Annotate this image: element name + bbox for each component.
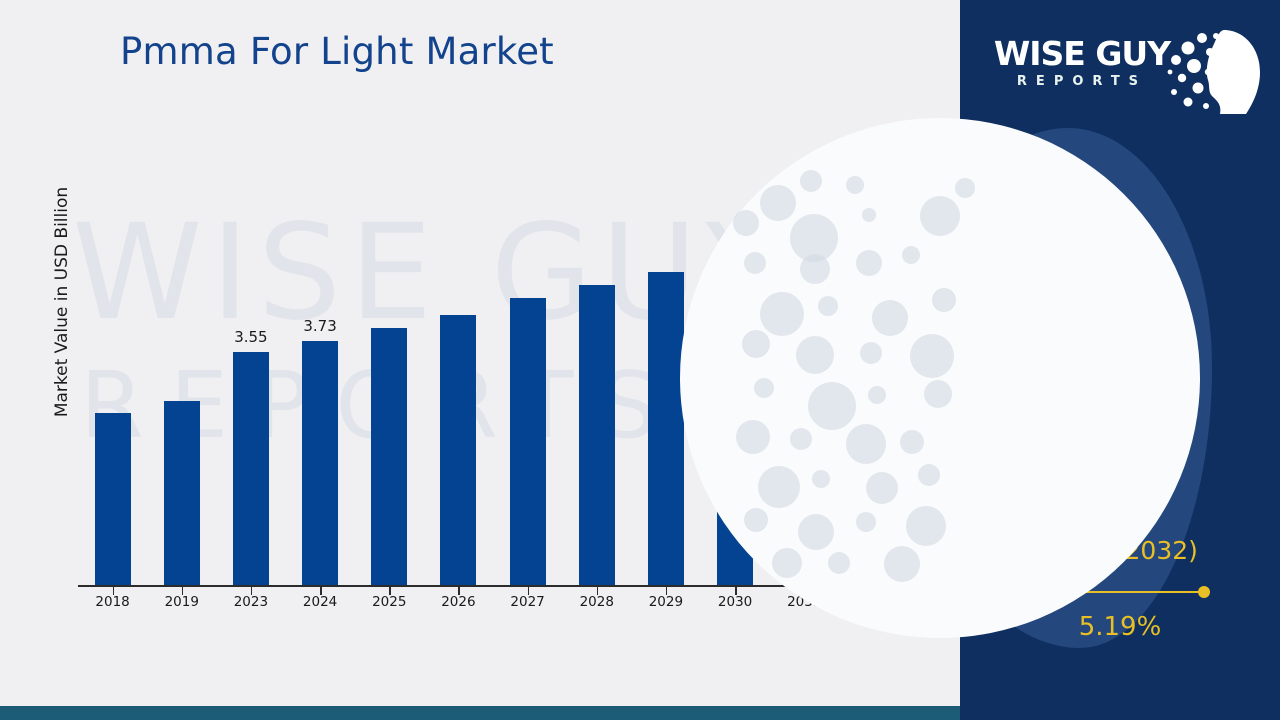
- bar-column: [147, 120, 216, 585]
- bar-column: [701, 120, 770, 585]
- y-axis-label: Market Value in USD Billion: [52, 186, 72, 418]
- x-axis-tick: [112, 586, 115, 595]
- bar: [440, 315, 477, 585]
- x-axis-tick-label: 2023: [233, 594, 269, 610]
- brand-panel: WISE GUY REPORTS: [960, 0, 1280, 720]
- x-axis-tick-label: 2032: [856, 594, 891, 610]
- bar-column: 5.6: [839, 120, 908, 585]
- chart-panel: WISE GUY REPORTS Pmma For Light Market M…: [0, 30, 960, 720]
- x-axis-tick-label: 2025: [372, 594, 407, 610]
- bar-value-label: 5.6: [861, 194, 886, 213]
- x-axis-tick-label: 2024: [302, 594, 338, 610]
- cagr-value: 5.19%: [1078, 612, 1162, 642]
- x-axis-tick-label: 2018: [95, 594, 130, 610]
- bar: [232, 352, 269, 585]
- bar-column: 3.55: [216, 120, 285, 585]
- footer-accent-strip: [0, 706, 960, 720]
- bar-column: [562, 120, 631, 585]
- bar-column: [493, 120, 562, 585]
- cagr-divider-line: [1036, 591, 1204, 593]
- x-axis-tick: [527, 586, 530, 595]
- x-axis-tick: [250, 586, 253, 595]
- x-axis-tick-label: 2019: [164, 594, 199, 610]
- bar: [163, 400, 200, 585]
- bar: [302, 340, 339, 585]
- x-axis-tick: [320, 586, 322, 595]
- cagr-divider: [1030, 586, 1210, 598]
- bar: [509, 298, 546, 585]
- bar: [786, 237, 823, 585]
- bar-column: [424, 120, 493, 585]
- x-axis-tick: [458, 586, 460, 595]
- x-axis-tick: [181, 586, 184, 595]
- x-axis-tick-label: 2026: [441, 594, 476, 610]
- x-axis-tick-label: 2029: [648, 594, 684, 610]
- bar-column: [78, 120, 147, 585]
- bar: [717, 254, 754, 585]
- cagr-divider-dot-right: [1198, 586, 1210, 598]
- x-axis-tick: [389, 586, 391, 595]
- x-axis-tick-label: 2031: [787, 594, 822, 610]
- x-axis-tick: [665, 586, 668, 595]
- x-axis-tick-label: 2027: [510, 594, 545, 610]
- bar: [94, 413, 131, 585]
- bar-column: [355, 120, 424, 585]
- bar: [647, 271, 684, 585]
- head-profile-dots-icon: [1167, 30, 1260, 114]
- x-axis-line: [78, 585, 908, 587]
- bar: [371, 328, 408, 585]
- brand-panel-bg: WISE GUY REPORTS: [960, 0, 1280, 720]
- plot-area: 3.55 3.73 5.6: [78, 120, 908, 586]
- bar-series: 3.55 3.73 5.6: [78, 120, 908, 585]
- logo-subtitle: REPORTS: [1016, 74, 1148, 89]
- bar-column: [631, 120, 700, 585]
- bar: [855, 218, 892, 585]
- cagr-label: CAGR: [1084, 502, 1156, 531]
- bar: [578, 285, 615, 585]
- x-axis-tick-label: 2028: [579, 594, 614, 610]
- bar-value-label: 3.55: [234, 328, 268, 347]
- page-title: Pmma For Light Market: [120, 30, 554, 73]
- x-axis-tick-label: 2030: [717, 594, 753, 610]
- cagr-period: (2019-2032): [1042, 536, 1198, 565]
- bar-column: 3.73: [286, 120, 355, 585]
- x-axis-tick: [596, 586, 599, 595]
- cagr-block: CAGR (2019-2032) 5.19%: [960, 500, 1280, 642]
- bar-column: [770, 120, 839, 585]
- logo-wordmark: WISE GUY: [993, 34, 1171, 73]
- bar-value-label: 3.73: [303, 316, 337, 335]
- wiseguy-logo: WISE GUY REPORTS: [968, 26, 1268, 122]
